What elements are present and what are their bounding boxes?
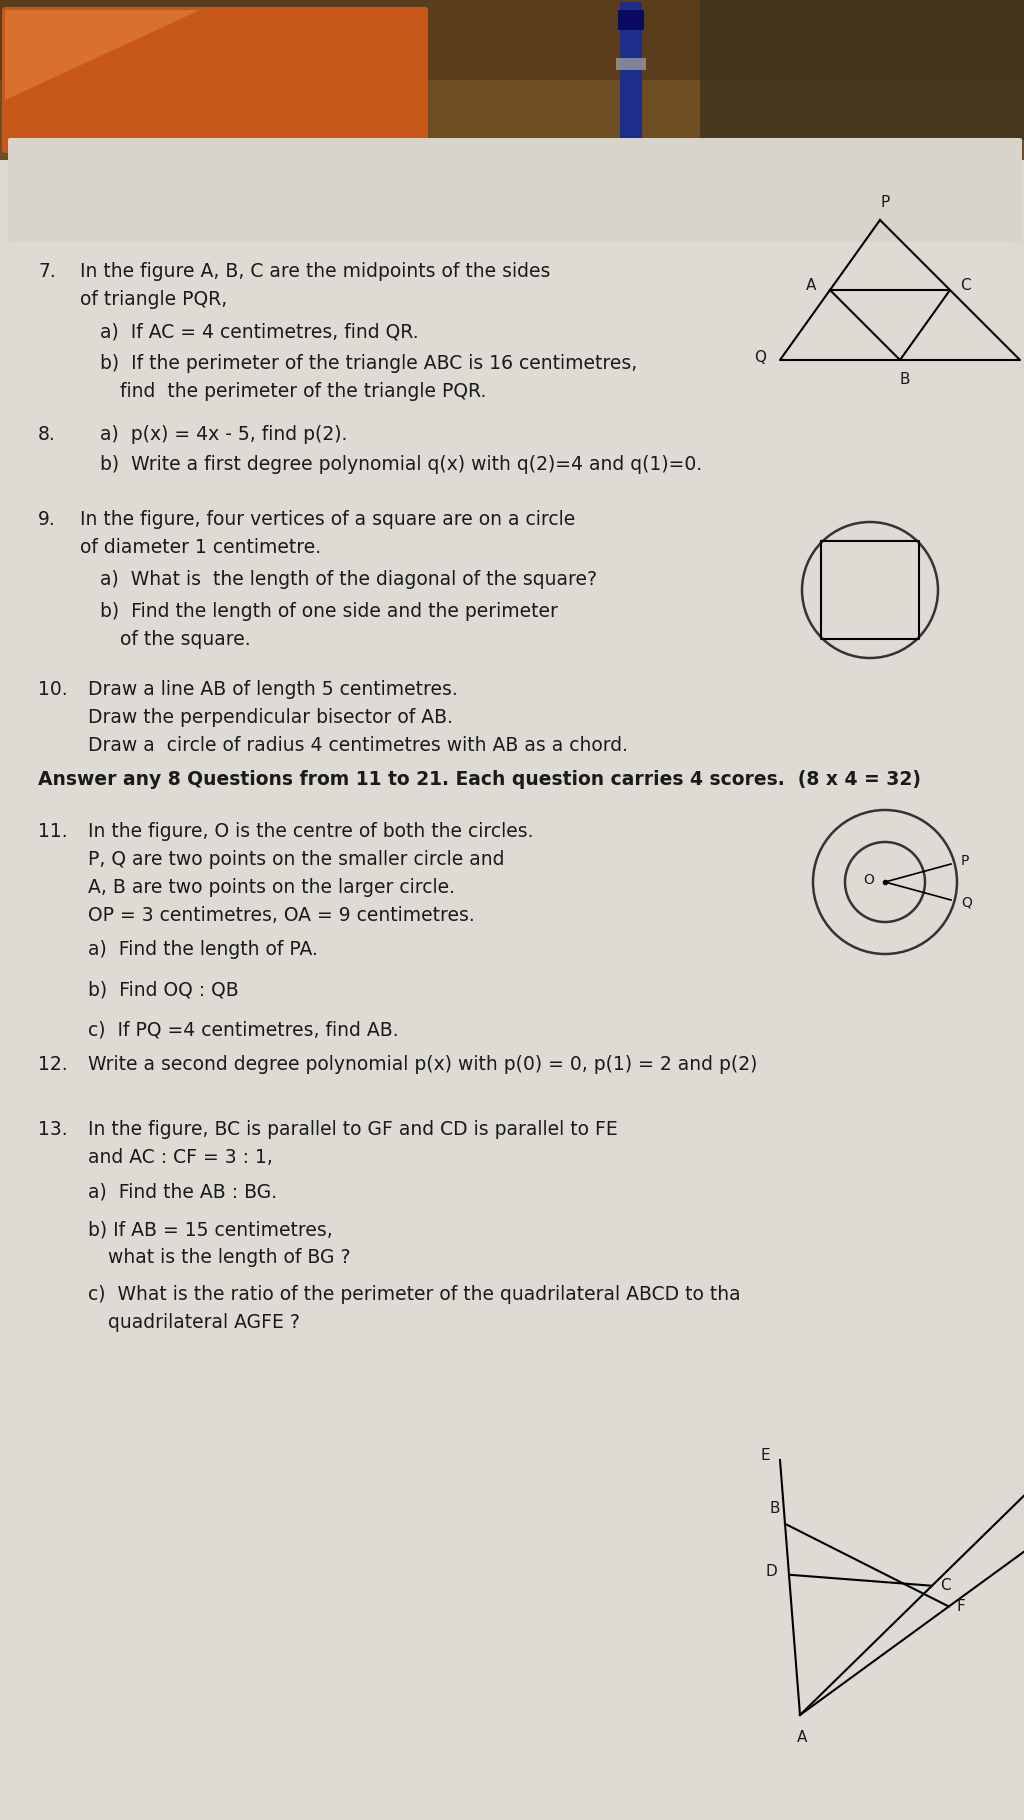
Text: A, B are two points on the larger circle.: A, B are two points on the larger circle… bbox=[88, 877, 455, 897]
Text: c)  What is the ratio of the perimeter of the quadrilateral ABCD to tha: c) What is the ratio of the perimeter of… bbox=[88, 1285, 740, 1303]
FancyBboxPatch shape bbox=[2, 7, 428, 153]
Text: Q: Q bbox=[754, 351, 766, 366]
Bar bbox=[620, 2, 642, 153]
Text: b) If AB = 15 centimetres,: b) If AB = 15 centimetres, bbox=[88, 1219, 333, 1239]
Text: OP = 3 centimetres, OA = 9 centimetres.: OP = 3 centimetres, OA = 9 centimetres. bbox=[88, 906, 475, 925]
Text: what is the length of BG ?: what is the length of BG ? bbox=[108, 1249, 350, 1267]
Text: find  the perimeter of the triangle PQR.: find the perimeter of the triangle PQR. bbox=[120, 382, 486, 400]
Text: of diameter 1 centimetre.: of diameter 1 centimetre. bbox=[80, 539, 322, 557]
Polygon shape bbox=[5, 9, 200, 100]
Text: a)  What is  the length of the diagonal of the square?: a) What is the length of the diagonal of… bbox=[100, 570, 597, 590]
Text: Draw a  circle of radius 4 centimetres with AB as a chord.: Draw a circle of radius 4 centimetres wi… bbox=[88, 735, 628, 755]
Text: a)  p(x) = 4x - 5, find p(2).: a) p(x) = 4x - 5, find p(2). bbox=[100, 426, 347, 444]
Text: 12.: 12. bbox=[38, 1056, 68, 1074]
Text: Answer any 8 Questions from 11 to 21. Each question carries 4 scores.  (8 x 4 = : Answer any 8 Questions from 11 to 21. Ea… bbox=[38, 770, 921, 790]
Text: A: A bbox=[806, 277, 816, 293]
Text: 7.: 7. bbox=[38, 262, 55, 280]
Text: Q: Q bbox=[961, 895, 972, 910]
FancyBboxPatch shape bbox=[8, 138, 1022, 242]
Text: 11.: 11. bbox=[38, 823, 68, 841]
Text: 13.: 13. bbox=[38, 1119, 68, 1139]
Text: Draw the perpendicular bisector of AB.: Draw the perpendicular bisector of AB. bbox=[88, 708, 453, 726]
Text: of the square.: of the square. bbox=[120, 630, 251, 650]
Text: a)  Find the AB : BG.: a) Find the AB : BG. bbox=[88, 1181, 278, 1201]
Text: b)  If the perimeter of the triangle ABC is 16 centimetres,: b) If the perimeter of the triangle ABC … bbox=[100, 355, 637, 373]
Text: F: F bbox=[956, 1600, 966, 1614]
Text: P: P bbox=[881, 195, 890, 209]
Text: Write a second degree polynomial p(x) with p(0) = 0, p(1) = 2 and p(2): Write a second degree polynomial p(x) wi… bbox=[88, 1056, 758, 1074]
Text: b)  Find OQ : QB: b) Find OQ : QB bbox=[88, 979, 239, 999]
Text: In the figure, O is the centre of both the circles.: In the figure, O is the centre of both t… bbox=[88, 823, 534, 841]
Text: of triangle PQR,: of triangle PQR, bbox=[80, 289, 227, 309]
Bar bbox=[0, 0, 1024, 160]
Text: C: C bbox=[940, 1578, 950, 1592]
Text: B: B bbox=[769, 1502, 780, 1516]
Text: O: O bbox=[863, 874, 874, 886]
FancyBboxPatch shape bbox=[8, 158, 1012, 1820]
Text: quadrilateral AGFE ?: quadrilateral AGFE ? bbox=[108, 1312, 300, 1332]
Text: P: P bbox=[961, 854, 970, 868]
Text: and AC : CF = 3 : 1,: and AC : CF = 3 : 1, bbox=[88, 1148, 272, 1167]
Text: a)  If AC = 4 centimetres, find QR.: a) If AC = 4 centimetres, find QR. bbox=[100, 322, 419, 340]
Bar bbox=[616, 58, 646, 69]
Bar bbox=[0, 80, 1024, 160]
Text: B: B bbox=[900, 371, 910, 388]
Text: D: D bbox=[765, 1563, 777, 1580]
Text: b)  Write a first degree polynomial q(x) with q(2)=4 and q(1)=0.: b) Write a first degree polynomial q(x) … bbox=[100, 455, 702, 473]
Text: P, Q are two points on the smaller circle and: P, Q are two points on the smaller circl… bbox=[88, 850, 505, 868]
Text: C: C bbox=[961, 277, 971, 293]
Text: b)  Find the length of one side and the perimeter: b) Find the length of one side and the p… bbox=[100, 602, 558, 621]
Bar bbox=[618, 9, 644, 29]
Text: c)  If PQ =4 centimetres, find AB.: c) If PQ =4 centimetres, find AB. bbox=[88, 1019, 398, 1039]
Text: A: A bbox=[797, 1731, 807, 1745]
Text: In the figure, four vertices of a square are on a circle: In the figure, four vertices of a square… bbox=[80, 510, 575, 530]
Text: Draw a line AB of length 5 centimetres.: Draw a line AB of length 5 centimetres. bbox=[88, 681, 458, 699]
Text: 9.: 9. bbox=[38, 510, 55, 530]
Text: 10.: 10. bbox=[38, 681, 68, 699]
Text: In the figure A, B, C are the midpoints of the sides: In the figure A, B, C are the midpoints … bbox=[80, 262, 550, 280]
Text: 8.: 8. bbox=[38, 426, 55, 444]
Text: a)  Find the length of PA.: a) Find the length of PA. bbox=[88, 939, 317, 959]
Text: In the figure, BC is parallel to GF and CD is parallel to FE: In the figure, BC is parallel to GF and … bbox=[88, 1119, 617, 1139]
Bar bbox=[700, 0, 1024, 140]
Text: E: E bbox=[761, 1447, 770, 1463]
